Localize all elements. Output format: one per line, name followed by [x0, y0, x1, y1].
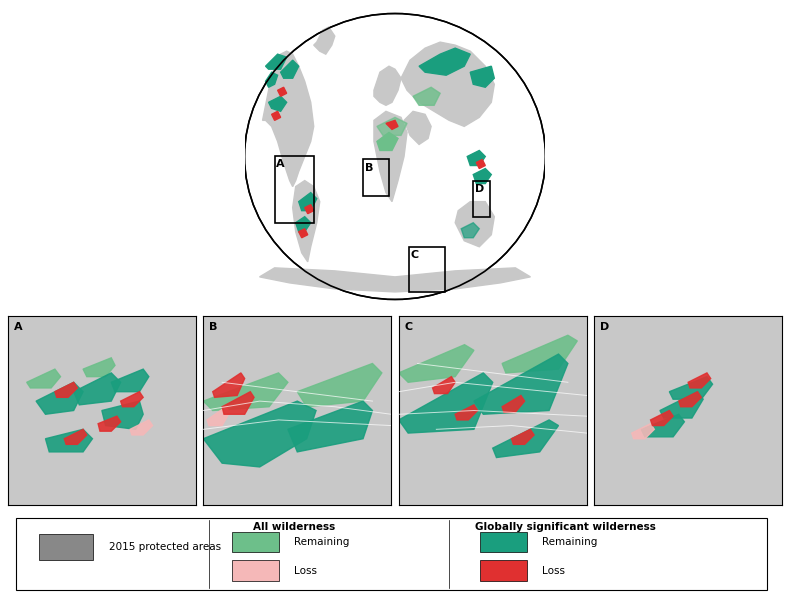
Polygon shape — [27, 369, 61, 388]
Polygon shape — [292, 181, 320, 262]
Polygon shape — [272, 112, 280, 121]
Polygon shape — [265, 72, 277, 87]
Polygon shape — [269, 96, 287, 112]
Bar — [275, 157, 314, 223]
Polygon shape — [262, 51, 314, 187]
Polygon shape — [213, 373, 245, 397]
Polygon shape — [474, 354, 568, 414]
Polygon shape — [280, 60, 299, 78]
Polygon shape — [295, 217, 310, 232]
Polygon shape — [111, 369, 149, 392]
Bar — [480, 560, 527, 581]
Polygon shape — [641, 414, 684, 437]
Polygon shape — [679, 392, 702, 407]
Polygon shape — [461, 223, 480, 238]
Polygon shape — [399, 344, 474, 382]
Text: D: D — [475, 184, 484, 194]
Polygon shape — [467, 151, 485, 166]
Polygon shape — [305, 205, 314, 214]
Text: Remaining: Remaining — [295, 537, 350, 547]
Polygon shape — [433, 377, 455, 394]
Bar — [473, 181, 490, 217]
Text: 2015 protected areas: 2015 protected areas — [108, 542, 220, 552]
Polygon shape — [650, 410, 673, 425]
Ellipse shape — [245, 14, 545, 299]
Polygon shape — [404, 112, 431, 145]
Polygon shape — [401, 42, 495, 127]
Polygon shape — [374, 66, 401, 106]
Polygon shape — [374, 112, 407, 202]
Bar — [363, 160, 389, 196]
Polygon shape — [377, 133, 398, 151]
Polygon shape — [203, 401, 316, 467]
Polygon shape — [55, 382, 77, 397]
Bar — [232, 532, 279, 553]
Polygon shape — [502, 335, 577, 373]
Polygon shape — [83, 358, 115, 377]
Text: B: B — [209, 322, 217, 332]
Polygon shape — [64, 430, 87, 445]
Text: D: D — [600, 322, 609, 332]
Polygon shape — [399, 373, 493, 433]
Polygon shape — [130, 420, 152, 435]
Polygon shape — [207, 407, 230, 425]
Polygon shape — [314, 27, 335, 54]
Polygon shape — [688, 373, 711, 388]
Polygon shape — [222, 392, 254, 414]
Polygon shape — [297, 364, 382, 407]
Polygon shape — [98, 416, 121, 431]
Text: Remaining: Remaining — [542, 537, 597, 547]
Text: C: C — [404, 322, 412, 332]
Bar — [408, 247, 445, 292]
Polygon shape — [632, 424, 654, 439]
Polygon shape — [413, 87, 440, 106]
Polygon shape — [470, 66, 495, 87]
Text: Globally significant wilderness: Globally significant wilderness — [475, 522, 656, 532]
Polygon shape — [660, 392, 703, 418]
Text: A: A — [276, 160, 284, 169]
Polygon shape — [502, 395, 525, 412]
Polygon shape — [203, 373, 288, 410]
Text: C: C — [410, 250, 418, 260]
Polygon shape — [455, 202, 495, 247]
Polygon shape — [493, 420, 559, 458]
Text: B: B — [365, 163, 374, 173]
Bar — [232, 560, 279, 581]
Polygon shape — [299, 229, 308, 238]
Polygon shape — [36, 382, 83, 414]
Polygon shape — [121, 392, 143, 407]
Polygon shape — [102, 401, 143, 430]
Polygon shape — [377, 118, 407, 136]
Text: All wilderness: All wilderness — [254, 522, 336, 532]
Bar — [39, 534, 93, 560]
Bar — [480, 532, 527, 553]
Polygon shape — [265, 54, 287, 69]
Polygon shape — [419, 48, 470, 75]
Polygon shape — [669, 377, 713, 399]
Polygon shape — [299, 193, 317, 211]
Polygon shape — [260, 268, 530, 292]
Polygon shape — [511, 430, 534, 445]
Text: A: A — [13, 322, 22, 332]
Text: Loss: Loss — [542, 566, 565, 576]
Polygon shape — [73, 373, 121, 405]
Polygon shape — [46, 430, 92, 452]
Text: Loss: Loss — [295, 566, 318, 576]
Polygon shape — [476, 160, 485, 169]
Polygon shape — [455, 405, 478, 420]
Polygon shape — [386, 121, 398, 130]
Polygon shape — [277, 87, 287, 96]
Polygon shape — [473, 169, 491, 184]
Polygon shape — [288, 401, 372, 452]
